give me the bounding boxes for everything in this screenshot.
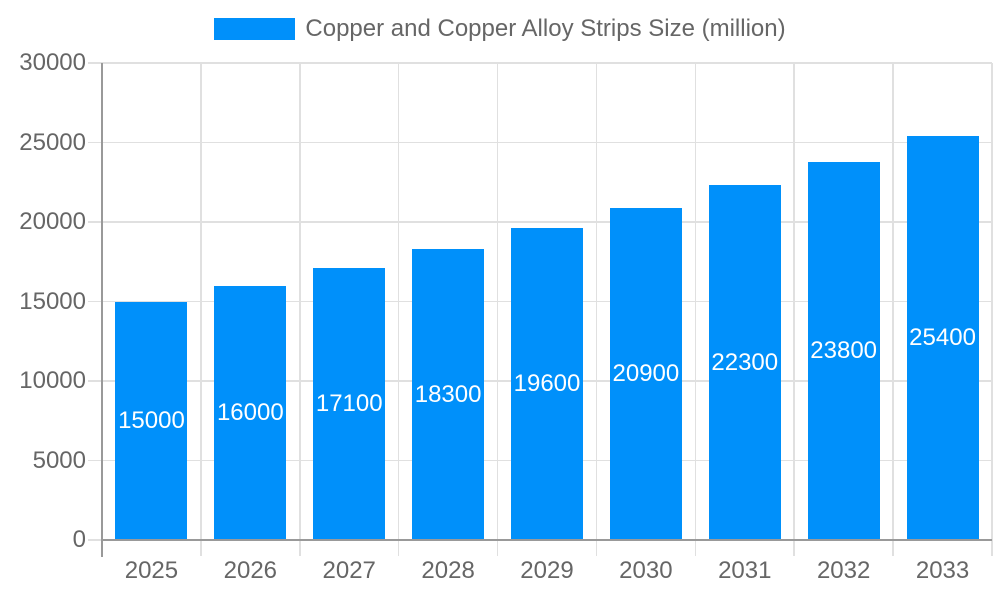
x-gridline	[991, 63, 993, 540]
x-axis-tick	[397, 540, 400, 556]
bar-value-label: 22300	[711, 348, 779, 376]
legend-swatch-icon	[214, 18, 296, 40]
y-axis-label: 0	[72, 526, 86, 553]
bar-value-label: 23800	[810, 336, 878, 364]
y-axis-label: 20000	[19, 208, 86, 235]
x-axis-label: 2028	[421, 557, 475, 584]
bar-2029	[511, 228, 583, 540]
bar-2027	[313, 268, 386, 540]
x-gridline	[892, 63, 894, 540]
x-axis-label: 2026	[223, 557, 278, 584]
x-axis-tick	[793, 540, 795, 556]
y-axis-tick	[88, 539, 102, 541]
x-axis-tick	[694, 540, 697, 556]
x-gridline	[694, 63, 697, 540]
y-axis-tick	[88, 221, 102, 223]
x-axis-label: 2033	[915, 557, 970, 584]
bar-value-label: 15000	[118, 406, 185, 434]
x-axis-tick	[892, 540, 894, 556]
y-axis-label: 5000	[32, 446, 86, 474]
y-gridline	[102, 62, 992, 64]
x-axis-tick	[991, 540, 993, 556]
y-axis-label: 25000	[19, 128, 86, 156]
chart-legend-item[interactable]: Copper and Copper Alloy Strips Size (mil…	[0, 15, 1000, 43]
y-gridline	[102, 141, 992, 144]
x-axis-label: 2029	[520, 557, 574, 584]
x-axis-label: 2030	[619, 557, 673, 584]
x-gridline	[397, 63, 400, 540]
y-axis-line	[101, 63, 103, 557]
x-axis-tick	[299, 540, 301, 556]
bar-2025	[115, 301, 188, 540]
x-axis-tick	[496, 540, 499, 556]
y-axis-tick	[88, 459, 102, 462]
y-axis-tick	[88, 141, 102, 144]
bar-value-label: 17100	[315, 390, 383, 418]
bar-2033	[906, 136, 979, 540]
x-gridline	[793, 63, 795, 540]
x-axis-label: 2025	[124, 557, 179, 584]
x-axis-tick	[200, 540, 202, 556]
y-axis-tick	[88, 62, 102, 64]
y-gridline	[102, 221, 992, 223]
x-axis-label: 2031	[718, 557, 772, 584]
y-axis-label: 15000	[19, 287, 86, 315]
x-axis-label: 2027	[322, 557, 376, 584]
bar-2032	[807, 161, 880, 540]
x-axis-line	[101, 539, 992, 541]
y-axis-tick	[88, 380, 102, 382]
bar-2031	[708, 185, 781, 540]
bar-value-label: 20900	[612, 359, 680, 387]
bar-value-label: 16000	[216, 398, 284, 426]
y-axis-label: 30000	[19, 49, 86, 76]
bar-2030	[609, 207, 682, 540]
x-gridline	[595, 63, 598, 540]
x-axis-label: 2032	[816, 557, 871, 584]
bar-value-label: 18300	[414, 380, 482, 408]
y-axis-label: 10000	[19, 367, 86, 394]
bar-2026	[214, 285, 287, 540]
x-gridline	[496, 63, 499, 540]
legend-label: Copper and Copper Alloy Strips Size (mil…	[305, 15, 786, 42]
bar-value-label: 25400	[909, 324, 976, 352]
y-axis-tick	[88, 300, 102, 303]
x-gridline	[200, 63, 202, 540]
bar-value-label: 19600	[513, 370, 581, 398]
x-axis-tick	[595, 540, 598, 556]
bar-2028	[412, 249, 485, 540]
x-gridline	[299, 63, 301, 540]
